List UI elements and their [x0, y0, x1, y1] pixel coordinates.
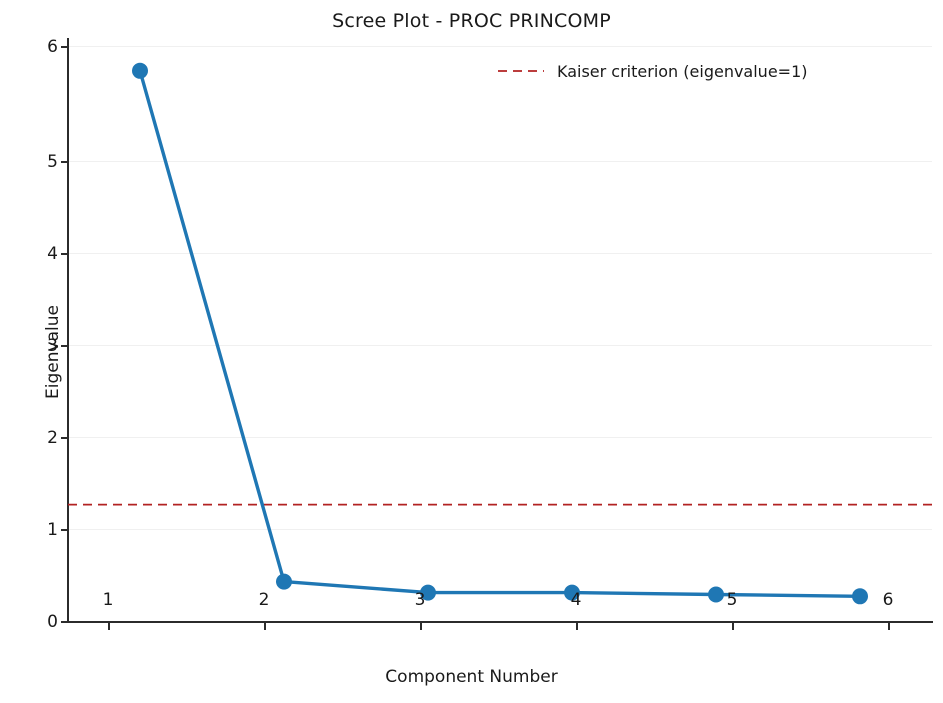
chart-title: Scree Plot - PROC PRINCOMP	[332, 10, 611, 32]
y-tick-label-2: 2	[47, 428, 58, 448]
x-tick-label-5: 5	[726, 590, 738, 610]
plot-svg	[68, 62, 932, 605]
data-point-5[interactable]	[708, 586, 724, 603]
data-point-4[interactable]	[564, 584, 580, 601]
y-tick-mark-1	[61, 529, 67, 531]
x-tick-label-4: 4	[570, 590, 582, 610]
x-tick-mark-3	[420, 623, 422, 630]
gridline-y6	[68, 46, 932, 47]
plot-background	[68, 46, 932, 622]
y-tick-mark-2	[61, 437, 67, 439]
legend-label-kaiser: Kaiser criterion (eigenvalue=1)	[557, 61, 808, 81]
x-tick-mark-1	[108, 623, 110, 630]
data-point-6[interactable]	[852, 588, 868, 605]
x-tick-mark-6	[888, 623, 890, 630]
eigenvalue-line	[138, 69, 862, 598]
data-point-2[interactable]	[276, 573, 292, 590]
y-tick-mark-6	[61, 46, 67, 48]
axis-spine-left	[67, 38, 69, 622]
gridline-y4	[68, 253, 932, 254]
y-tick-label-0: 0	[47, 612, 58, 632]
data-point-3[interactable]	[420, 584, 436, 601]
chart-legend: Kaiser criterion (eigenvalue=1)	[497, 59, 807, 83]
x-tick-mark-2	[264, 623, 266, 630]
gridline-y5	[68, 161, 932, 162]
x-tick-mark-5	[732, 623, 734, 630]
x-tick-label-1: 1	[102, 590, 114, 610]
x-tick-mark-4	[576, 623, 578, 630]
gridline-y3	[68, 345, 932, 346]
data-point-1[interactable]	[132, 62, 148, 79]
x-tick-label-3: 3	[414, 590, 426, 610]
x-axis-label: Component Number	[385, 667, 558, 687]
x-tick-label-2: 2	[258, 590, 270, 610]
gridline-y1	[68, 529, 932, 530]
y-tick-label-3: 3	[47, 336, 58, 356]
y-tick-label-6: 6	[47, 37, 58, 57]
y-tick-mark-3	[61, 345, 67, 347]
y-tick-label-1: 1	[47, 520, 58, 540]
x-tick-label-6: 6	[882, 590, 894, 610]
y-tick-label-5: 5	[47, 152, 58, 172]
y-tick-label-4: 4	[47, 244, 58, 264]
legend-dashed-line-icon	[498, 70, 544, 72]
y-tick-mark-0	[61, 621, 67, 623]
axis-spine-bottom	[67, 621, 933, 623]
plot-area	[61, 38, 933, 630]
y-tick-mark-4	[61, 253, 67, 255]
y-tick-mark-5	[61, 161, 67, 163]
gridline-y2	[68, 437, 932, 438]
